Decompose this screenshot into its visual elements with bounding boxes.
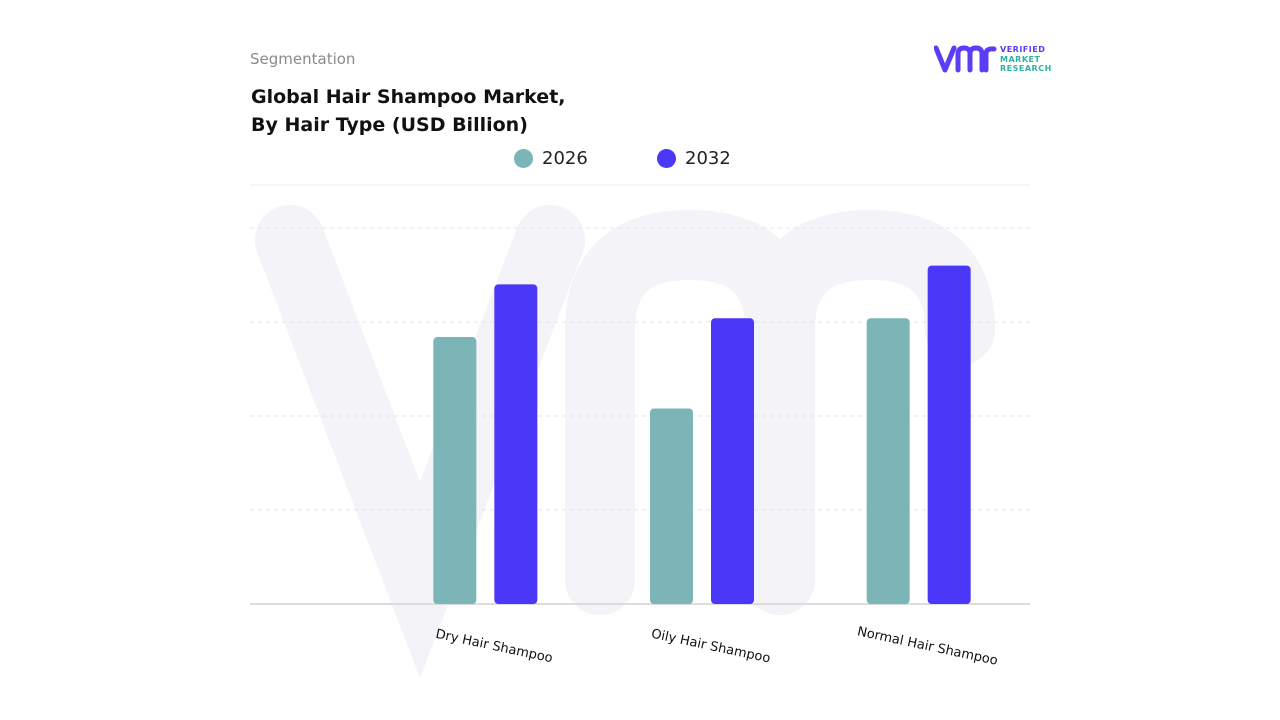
bar-dry-hair-shampoo-2026 <box>433 337 477 604</box>
vmr-logo: VERIFIED MARKET RESEARCH <box>934 44 1064 78</box>
x-tick-label-2: Normal Hair Shampoo <box>856 624 999 668</box>
bar-normal-hair-shampoo-2032 <box>927 265 971 604</box>
legend-label-2032: 2032 <box>685 148 731 169</box>
bar-oily-hair-shampoo-2026 <box>650 408 693 604</box>
legend-label-2026: 2026 <box>542 148 588 169</box>
logo-line-1: VERIFIED <box>1000 45 1046 54</box>
bar-oily-hair-shampoo-2032 <box>711 318 754 604</box>
legend-item-2032: 2032 <box>657 148 731 169</box>
x-tick-label-1: Oily Hair Shampoo <box>650 627 772 667</box>
chart-title-line-1: Global Hair Shampoo Market, <box>251 86 566 108</box>
vmr-logo-text: VERIFIED MARKET RESEARCH <box>1000 45 1052 74</box>
legend-swatch-2026 <box>514 149 533 168</box>
logo-line-2: MARKET <box>1000 54 1041 64</box>
logo-line-3: RESEARCH <box>1000 64 1052 73</box>
chart-title: Global Hair Shampoo Market, By Hair Type… <box>251 83 671 139</box>
eyebrow-label: Segmentation <box>250 50 356 68</box>
chart-title-line-2: By Hair Type (USD Billion) <box>251 114 528 136</box>
bar-normal-hair-shampoo-2026 <box>866 318 910 604</box>
watermark-logo-icon <box>255 205 995 679</box>
bar-dry-hair-shampoo-2032 <box>494 284 538 604</box>
chart-legend: 2026 2032 <box>0 148 1280 176</box>
x-tick-label-0: Dry Hair Shampoo <box>434 627 554 666</box>
legend-swatch-2032 <box>657 149 676 168</box>
vmr-logo-icon <box>934 45 997 73</box>
legend-item-2026: 2026 <box>514 148 588 169</box>
